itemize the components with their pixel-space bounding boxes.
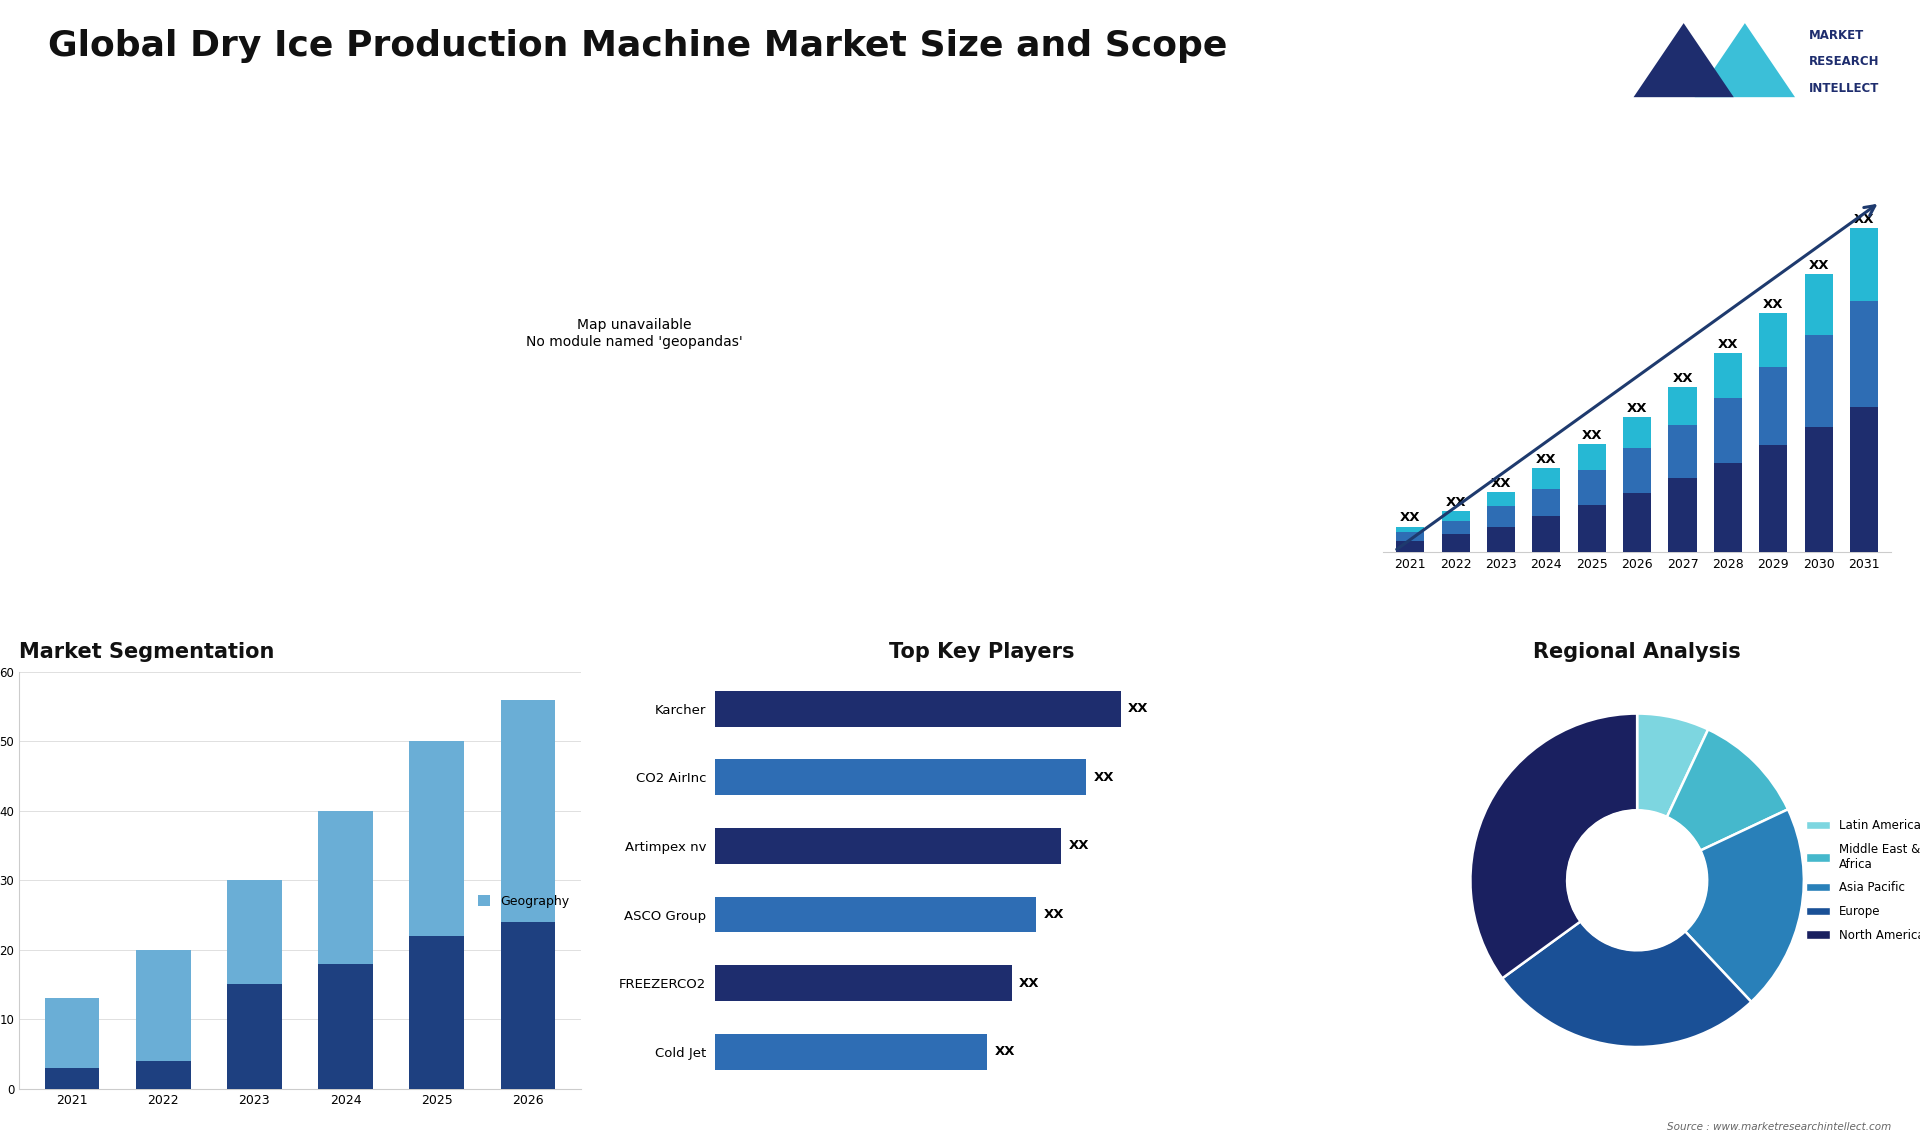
Bar <box>1622 493 1651 552</box>
Bar <box>227 880 282 984</box>
Title: Top Key Players: Top Key Players <box>889 642 1075 662</box>
Text: XX: XX <box>1400 511 1421 525</box>
Bar <box>1805 274 1834 336</box>
Text: XX: XX <box>1446 496 1467 509</box>
Bar <box>136 950 190 1061</box>
Bar <box>1442 521 1469 534</box>
Bar <box>1668 387 1697 425</box>
Bar <box>1759 313 1788 367</box>
Bar <box>1532 488 1561 517</box>
Text: Market Segmentation: Market Segmentation <box>19 642 275 662</box>
Bar <box>714 965 1012 1002</box>
Wedge shape <box>1471 714 1638 979</box>
Bar <box>1849 407 1878 552</box>
Bar <box>1486 526 1515 552</box>
Circle shape <box>1567 810 1707 950</box>
Text: RESEARCH: RESEARCH <box>1809 55 1880 69</box>
Text: XX: XX <box>1092 771 1114 784</box>
Title: Regional Analysis: Regional Analysis <box>1534 642 1741 662</box>
Text: Source : www.marketresearchintellect.com: Source : www.marketresearchintellect.com <box>1667 1122 1891 1132</box>
Bar <box>1715 398 1741 463</box>
Wedge shape <box>1667 730 1788 850</box>
Text: XX: XX <box>1626 402 1647 415</box>
Text: XX: XX <box>1020 976 1039 990</box>
Bar <box>1805 336 1834 427</box>
Bar <box>1668 479 1697 552</box>
Polygon shape <box>1634 23 1734 97</box>
Wedge shape <box>1686 809 1805 1002</box>
Bar <box>1849 300 1878 407</box>
Bar <box>44 1068 100 1089</box>
Text: XX: XX <box>1582 429 1601 441</box>
Bar <box>1532 517 1561 552</box>
Bar <box>501 700 555 923</box>
Text: XX: XX <box>1044 908 1064 921</box>
Bar <box>1622 417 1651 448</box>
Bar <box>714 897 1037 933</box>
Text: XX: XX <box>1129 702 1148 715</box>
Bar <box>319 964 372 1089</box>
Bar <box>714 829 1062 864</box>
Bar <box>1486 492 1515 507</box>
Text: MARKET: MARKET <box>1809 29 1864 42</box>
Text: Map unavailable
No module named 'geopandas': Map unavailable No module named 'geopand… <box>526 319 743 348</box>
Text: XX: XX <box>1490 477 1511 489</box>
Wedge shape <box>1501 921 1751 1047</box>
Wedge shape <box>1638 714 1709 817</box>
Text: XX: XX <box>1672 371 1693 385</box>
Bar <box>136 1061 190 1089</box>
Text: XX: XX <box>1718 338 1738 351</box>
Bar <box>1622 448 1651 493</box>
Bar <box>1486 507 1515 526</box>
Bar <box>1442 511 1469 521</box>
Bar <box>1805 427 1834 552</box>
Bar <box>1759 445 1788 552</box>
Bar <box>1668 425 1697 479</box>
Text: XX: XX <box>1763 298 1784 311</box>
Bar <box>1396 532 1425 541</box>
Bar <box>409 741 465 936</box>
Legend: Geography: Geography <box>472 889 574 912</box>
Bar <box>714 1034 987 1069</box>
Bar <box>1715 353 1741 398</box>
Bar <box>1396 526 1425 532</box>
Polygon shape <box>1695 23 1795 97</box>
Bar <box>1532 469 1561 488</box>
Text: XX: XX <box>995 1045 1016 1059</box>
Bar <box>409 936 465 1089</box>
Bar <box>1396 541 1425 552</box>
Text: INTELLECT: INTELLECT <box>1809 81 1880 95</box>
Bar <box>44 998 100 1068</box>
Text: Global Dry Ice Production Machine Market Size and Scope: Global Dry Ice Production Machine Market… <box>48 29 1227 63</box>
Text: XX: XX <box>1853 213 1874 226</box>
Legend: Latin America, Middle East &
Africa, Asia Pacific, Europe, North America: Latin America, Middle East & Africa, Asi… <box>1801 815 1920 947</box>
Bar <box>1759 367 1788 445</box>
Text: XX: XX <box>1069 840 1089 853</box>
Text: XX: XX <box>1536 453 1557 466</box>
Bar <box>1849 228 1878 300</box>
Bar <box>319 811 372 964</box>
Text: XX: XX <box>1809 259 1830 272</box>
Bar <box>714 760 1087 795</box>
Bar <box>714 691 1121 727</box>
Bar <box>501 923 555 1089</box>
Bar <box>1442 534 1469 552</box>
Bar <box>227 984 282 1089</box>
Bar <box>1578 470 1605 505</box>
Bar <box>1578 505 1605 552</box>
Bar <box>1578 444 1605 470</box>
Bar <box>1715 463 1741 552</box>
